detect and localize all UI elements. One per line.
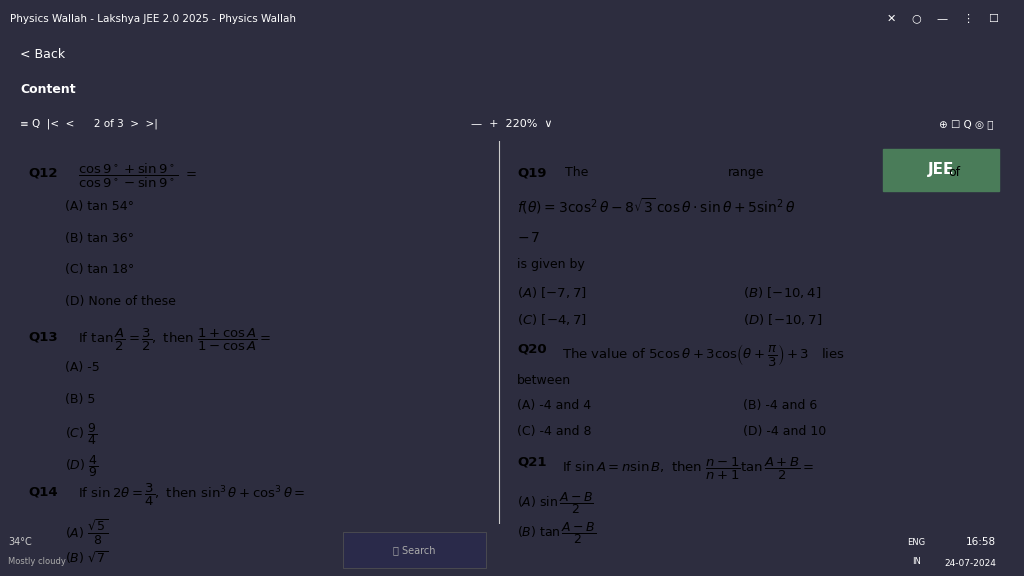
- Text: Q21: Q21: [517, 456, 547, 469]
- Text: (A) -5: (A) -5: [66, 361, 100, 374]
- Text: ○: ○: [911, 14, 922, 24]
- Text: Content: Content: [20, 83, 76, 96]
- Text: $(B)\ \tan\dfrac{A-B}{2}$: $(B)\ \tan\dfrac{A-B}{2}$: [517, 520, 596, 546]
- Text: 16:58: 16:58: [967, 537, 996, 547]
- Text: $(D)\ [-10,7]$: $(D)\ [-10,7]$: [742, 312, 822, 327]
- Text: $-\,7$: $-\,7$: [517, 231, 541, 245]
- Text: Q12: Q12: [29, 166, 57, 179]
- Text: $(B)\ [-10,4]$: $(B)\ [-10,4]$: [742, 285, 821, 300]
- Text: $\mathrm{If}\ \tan\dfrac{A}{2}=\dfrac{3}{2},\ \mathrm{then}\ \dfrac{1+\cos A}{1-: $\mathrm{If}\ \tan\dfrac{A}{2}=\dfrac{3}…: [79, 327, 272, 353]
- Text: (D) -4 and 10: (D) -4 and 10: [742, 425, 826, 438]
- Text: (C) -4 and 8: (C) -4 and 8: [517, 425, 592, 438]
- Text: —  +  220%  ∨: — + 220% ∨: [471, 119, 553, 129]
- Text: —: —: [937, 14, 947, 24]
- Text: ⋮: ⋮: [963, 14, 973, 24]
- Text: $(B)\ \sqrt{7}$: $(B)\ \sqrt{7}$: [66, 549, 109, 566]
- Text: JEE: JEE: [929, 162, 954, 177]
- Text: Physics Wallah - Lakshya JEE 2.0 2025 - Physics Wallah: Physics Wallah - Lakshya JEE 2.0 2025 - …: [10, 14, 296, 24]
- Text: ✕: ✕: [886, 14, 896, 24]
- Text: $\mathrm{The\ value\ of\ }5\cos\theta+3\cos\!\left(\theta+\dfrac{\pi}{3}\right)+: $\mathrm{The\ value\ of\ }5\cos\theta+3\…: [562, 342, 845, 368]
- Text: is given by: is given by: [517, 258, 585, 271]
- FancyBboxPatch shape: [884, 149, 998, 191]
- Text: ≡ Q  |<  <      2 of 3  >  >|: ≡ Q |< < 2 of 3 > >|: [20, 119, 159, 129]
- Text: IN: IN: [912, 557, 921, 566]
- Text: $f(\theta)=3\cos^2\theta-8\sqrt{3}\,\cos\theta\cdot\sin\theta+5\sin^2\theta$: $f(\theta)=3\cos^2\theta-8\sqrt{3}\,\cos…: [517, 196, 796, 217]
- Text: range: range: [728, 166, 764, 179]
- Text: The: The: [565, 166, 589, 179]
- Text: Q20: Q20: [517, 342, 547, 355]
- Text: $(C)\ \dfrac{9}{4}$: $(C)\ \dfrac{9}{4}$: [66, 422, 98, 448]
- Text: Mostly cloudy: Mostly cloudy: [8, 557, 67, 566]
- Text: $\dfrac{\cos 9^\circ+\sin 9^\circ}{\cos 9^\circ-\sin 9^\circ}\ =$: $\dfrac{\cos 9^\circ+\sin 9^\circ}{\cos …: [79, 162, 198, 190]
- Text: (A) tan 54°: (A) tan 54°: [66, 200, 134, 214]
- Text: $\mathrm{If}\ \sin A=n\sin B,\ \mathrm{then}\ \dfrac{n-1}{n+1}\tan\dfrac{A+B}{2}: $\mathrm{If}\ \sin A=n\sin B,\ \mathrm{t…: [562, 456, 814, 482]
- Text: < Back: < Back: [20, 48, 66, 61]
- Text: ⊕ ☐ Q ◎ ⛶: ⊕ ☐ Q ◎ ⛶: [939, 119, 993, 129]
- Text: (B) -4 and 6: (B) -4 and 6: [742, 399, 817, 411]
- Text: $(A)\ \sin\dfrac{A-B}{2}$: $(A)\ \sin\dfrac{A-B}{2}$: [517, 490, 594, 516]
- Text: of: of: [948, 166, 961, 179]
- Text: Q14: Q14: [29, 486, 58, 499]
- Text: $(D)\ \dfrac{4}{9}$: $(D)\ \dfrac{4}{9}$: [66, 453, 99, 479]
- Text: $(A)\ \dfrac{\sqrt{5}}{8}$: $(A)\ \dfrac{\sqrt{5}}{8}$: [66, 517, 109, 547]
- Text: (D) None of these: (D) None of these: [66, 295, 176, 308]
- Text: $(A)\ [-7,7]$: $(A)\ [-7,7]$: [517, 285, 587, 300]
- Text: (A) -4 and 4: (A) -4 and 4: [517, 399, 591, 411]
- Text: 34°C: 34°C: [8, 537, 32, 547]
- Text: $(C)\ [-4,7]$: $(C)\ [-4,7]$: [517, 312, 587, 327]
- Text: Q13: Q13: [29, 331, 58, 344]
- Text: ENG: ENG: [907, 538, 926, 547]
- Text: (C) tan 18°: (C) tan 18°: [66, 263, 135, 276]
- Text: $\mathrm{If}\ \sin 2\theta=\dfrac{3}{4},\ \mathrm{then}\ \sin^3\theta+\cos^3\the: $\mathrm{If}\ \sin 2\theta=\dfrac{3}{4},…: [79, 482, 306, 508]
- Text: Q19: Q19: [517, 166, 547, 179]
- Text: 🔍 Search: 🔍 Search: [393, 545, 436, 555]
- Text: ☐: ☐: [988, 14, 998, 24]
- Text: 24-07-2024: 24-07-2024: [944, 559, 996, 567]
- Text: (B) tan 36°: (B) tan 36°: [66, 232, 134, 245]
- FancyBboxPatch shape: [343, 532, 486, 569]
- Text: (B) 5: (B) 5: [66, 393, 96, 406]
- Text: between: between: [517, 374, 571, 386]
